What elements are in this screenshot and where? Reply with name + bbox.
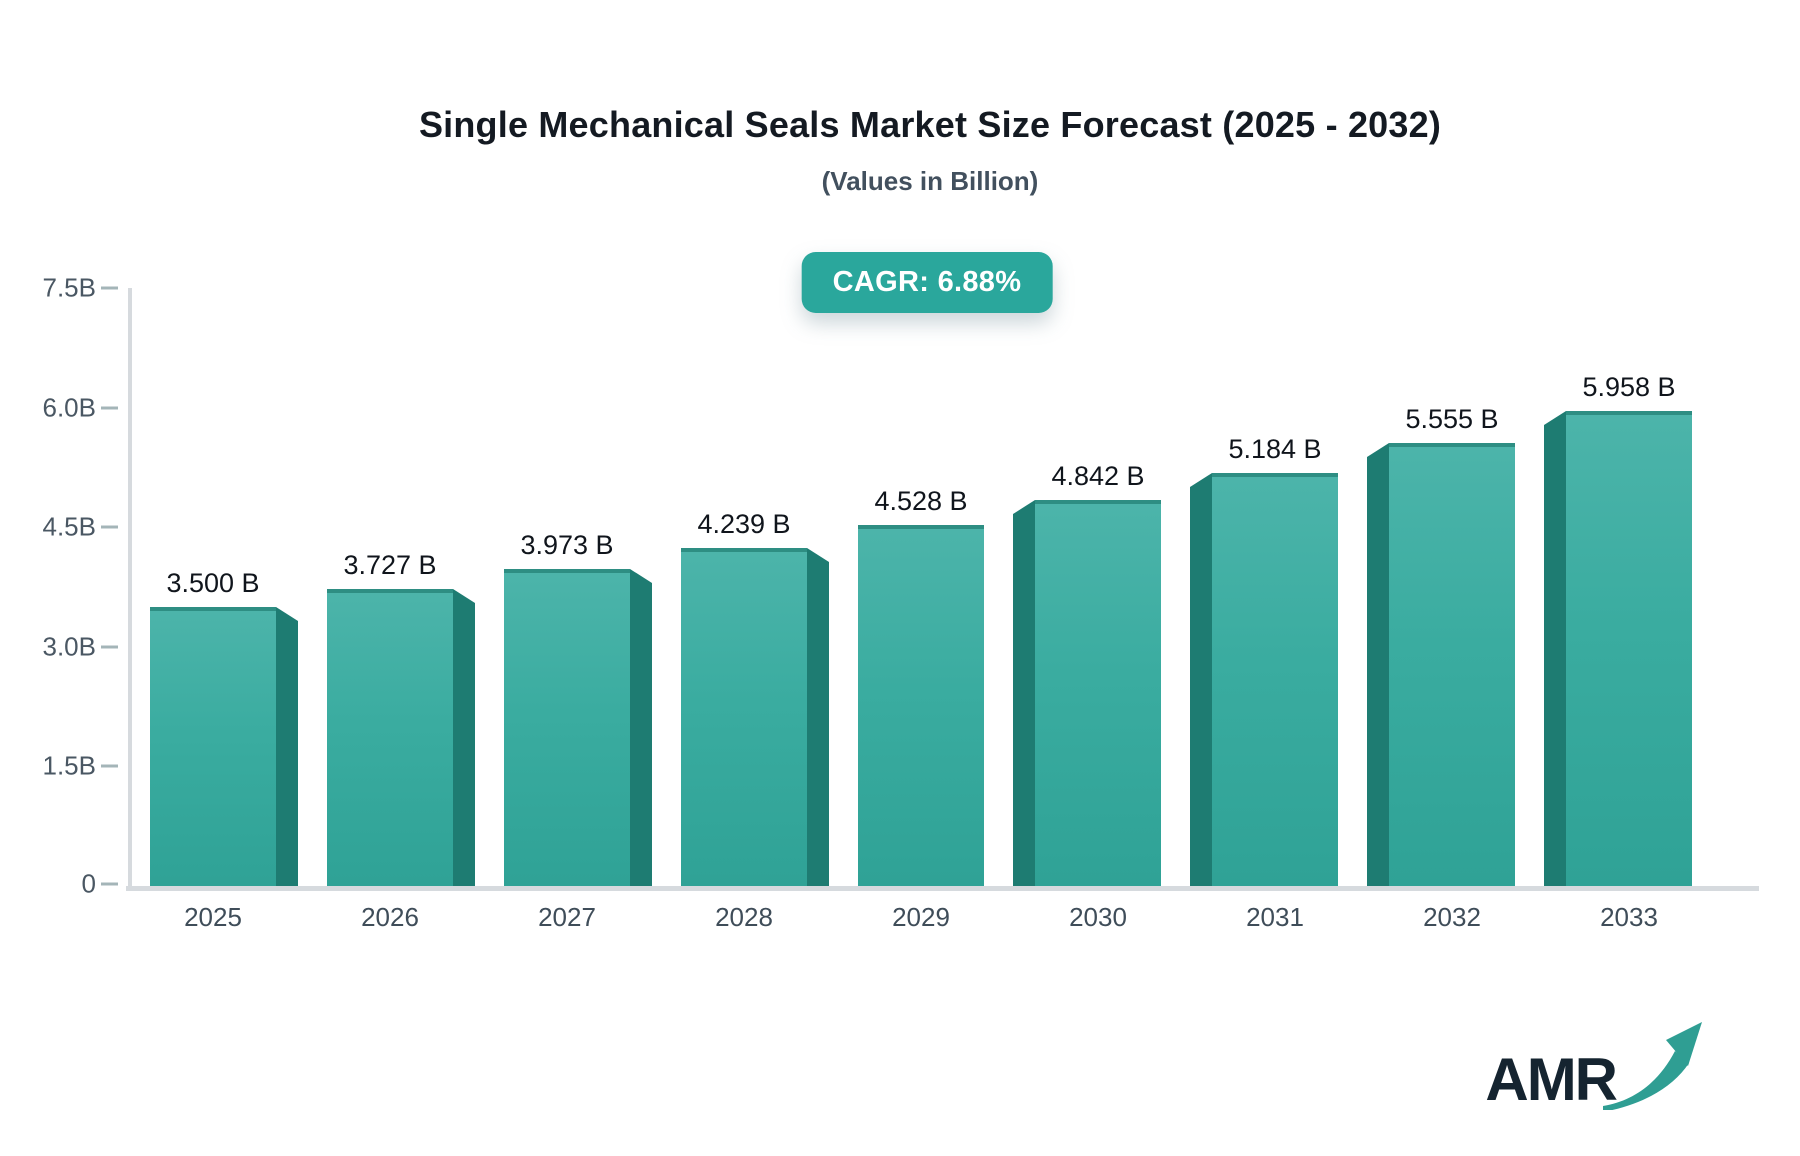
bar-side-face	[1544, 411, 1566, 886]
bar-side-face	[1190, 473, 1212, 886]
y-tick-label: 7.5B	[42, 272, 97, 303]
bar-2030	[1013, 500, 1161, 886]
bar-side-face	[1367, 443, 1389, 886]
bar-side-face	[1013, 500, 1035, 886]
bar-2027	[504, 569, 652, 886]
bar-front-face	[504, 569, 630, 886]
bar-front-face	[150, 607, 276, 886]
y-tick-label: 6.0B	[42, 392, 97, 423]
y-tick-mark	[101, 764, 118, 768]
x-tick-label: 2026	[361, 902, 419, 932]
bar-front-face	[327, 589, 453, 886]
bar-value-label: 5.555 B	[1405, 404, 1499, 434]
bar-front-face	[1212, 473, 1338, 886]
y-tick-label: 1.5B	[42, 750, 97, 781]
bar-value-label: 5.958 B	[1582, 372, 1676, 402]
bar-value-label: 3.500 B	[166, 568, 260, 598]
bar-side-face	[453, 589, 475, 886]
y-tick-mark	[101, 882, 118, 886]
y-tick-mark	[101, 645, 118, 649]
x-tick-label: 2028	[715, 902, 773, 932]
amr-logo: AMR	[1485, 1020, 1702, 1110]
bar-front-face	[1035, 500, 1161, 886]
y-tick-label: 3.0B	[42, 631, 97, 662]
bar-2025	[150, 607, 298, 886]
bar-value-label: 4.239 B	[697, 509, 791, 539]
bar-value-label: 4.528 B	[874, 486, 968, 516]
y-tick-mark	[101, 525, 118, 529]
x-tick-label: 2031	[1246, 902, 1304, 932]
bar-2033	[1544, 411, 1692, 886]
bar-2029	[858, 525, 984, 886]
x-axis-baseline	[126, 886, 1759, 891]
growth-arrow-icon	[1603, 1022, 1702, 1110]
chart-title: Single Mechanical Seals Market Size Fore…	[418, 104, 1442, 145]
x-tick-label: 2033	[1600, 902, 1658, 932]
bar-2031	[1190, 473, 1338, 886]
bar-2026	[327, 589, 475, 886]
bar-2028	[681, 548, 829, 886]
bar-2032	[1367, 443, 1515, 886]
chart-subtitle: (Values in Billion)	[821, 166, 1039, 196]
x-tick-label: 2030	[1069, 902, 1127, 932]
x-tick-label: 2027	[538, 902, 596, 932]
bar-value-label: 4.842 B	[1051, 461, 1145, 491]
bar-side-face	[807, 548, 829, 886]
amr-logo-text: AMR	[1485, 1046, 1618, 1113]
x-tick-label: 2032	[1423, 902, 1481, 932]
bar-front-face	[1566, 411, 1692, 886]
bar-front-face	[858, 525, 984, 886]
y-tick-label: 0	[81, 868, 96, 899]
y-tick-label: 4.5B	[42, 511, 97, 542]
bar-side-face	[630, 569, 652, 886]
y-axis-line	[128, 288, 132, 891]
bar-front-face	[1389, 443, 1515, 886]
x-tick-label: 2029	[892, 902, 950, 932]
bar-value-label: 3.973 B	[520, 530, 614, 560]
cagr-badge: CAGR: 6.88%	[801, 252, 1053, 313]
bar-value-label: 3.727 B	[343, 550, 437, 580]
bar-front-face	[681, 548, 807, 886]
y-tick-mark	[101, 406, 118, 410]
x-tick-label: 2025	[184, 902, 242, 932]
bar-side-face	[276, 607, 298, 886]
bar-value-label: 5.184 B	[1228, 434, 1322, 464]
y-tick-mark	[101, 286, 118, 290]
